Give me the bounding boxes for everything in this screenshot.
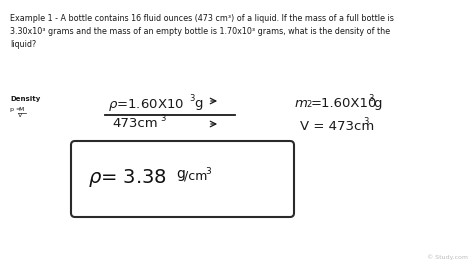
Text: g: g [373, 97, 382, 110]
Text: 2: 2 [306, 100, 311, 109]
Text: Example 1 - A bottle contains 16 fluid ounces (473 cm³) of a liquid. If the mass: Example 1 - A bottle contains 16 fluid o… [10, 14, 394, 49]
Text: V = 473cm: V = 473cm [300, 120, 374, 133]
Text: g: g [194, 97, 202, 110]
Text: /cm: /cm [184, 169, 207, 182]
Text: 3: 3 [363, 117, 368, 126]
Text: 3: 3 [205, 167, 211, 176]
Text: V: V [18, 113, 22, 118]
Text: © Study.com: © Study.com [427, 254, 468, 260]
Text: 473cm: 473cm [112, 117, 158, 130]
Text: m: m [295, 97, 308, 110]
Text: Density: Density [10, 96, 40, 102]
Text: 3: 3 [368, 94, 374, 103]
FancyBboxPatch shape [71, 141, 294, 217]
Text: $\rho$= 3.38: $\rho$= 3.38 [88, 167, 167, 189]
Text: 3: 3 [189, 94, 194, 103]
Text: p =: p = [10, 107, 21, 112]
Text: 3: 3 [160, 114, 165, 123]
Text: M: M [18, 107, 23, 112]
Text: $\rho$=1.60X10: $\rho$=1.60X10 [108, 97, 184, 113]
Text: g: g [176, 167, 185, 181]
Text: =1.60X10: =1.60X10 [311, 97, 377, 110]
